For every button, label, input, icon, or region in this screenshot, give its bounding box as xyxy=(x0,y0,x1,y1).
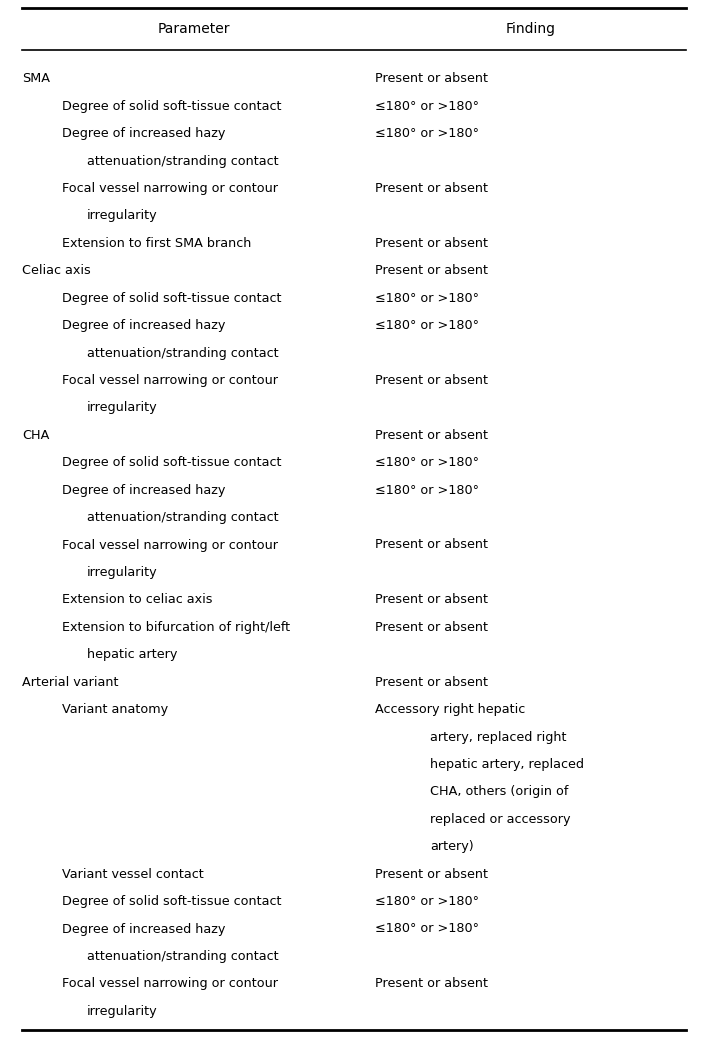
Text: Degree of solid soft-tissue contact: Degree of solid soft-tissue contact xyxy=(62,292,282,304)
Text: Degree of solid soft-tissue contact: Degree of solid soft-tissue contact xyxy=(62,457,282,469)
Text: Present or absent: Present or absent xyxy=(375,237,488,250)
Text: Focal vessel narrowing or contour: Focal vessel narrowing or contour xyxy=(62,978,278,990)
Text: Accessory right hepatic: Accessory right hepatic xyxy=(375,703,525,716)
Text: ≤180° or >180°: ≤180° or >180° xyxy=(375,292,479,304)
Text: Celiac axis: Celiac axis xyxy=(22,265,91,277)
Text: Present or absent: Present or absent xyxy=(375,868,488,880)
Text: Present or absent: Present or absent xyxy=(375,182,488,195)
Text: Degree of increased hazy: Degree of increased hazy xyxy=(62,127,225,140)
Text: replaced or accessory: replaced or accessory xyxy=(430,813,571,826)
Text: SMA: SMA xyxy=(22,73,50,85)
Text: Degree of increased hazy: Degree of increased hazy xyxy=(62,923,225,935)
Text: Variant vessel contact: Variant vessel contact xyxy=(62,868,204,880)
Text: Present or absent: Present or absent xyxy=(375,676,488,688)
Text: Degree of solid soft-tissue contact: Degree of solid soft-tissue contact xyxy=(62,100,282,113)
Text: Extension to first SMA branch: Extension to first SMA branch xyxy=(62,237,251,250)
Text: irregularity: irregularity xyxy=(87,1005,158,1018)
Text: Focal vessel narrowing or contour: Focal vessel narrowing or contour xyxy=(62,374,278,387)
Text: Arterial variant: Arterial variant xyxy=(22,676,118,688)
Text: ≤180° or >180°: ≤180° or >180° xyxy=(375,100,479,113)
Text: CHA, others (origin of: CHA, others (origin of xyxy=(430,786,569,798)
Text: Extension to celiac axis: Extension to celiac axis xyxy=(62,594,212,606)
Text: Present or absent: Present or absent xyxy=(375,429,488,442)
Text: ≤180° or >180°: ≤180° or >180° xyxy=(375,457,479,469)
Text: Finding: Finding xyxy=(506,22,556,36)
Text: Present or absent: Present or absent xyxy=(375,265,488,277)
Text: Focal vessel narrowing or contour: Focal vessel narrowing or contour xyxy=(62,182,278,195)
Text: Present or absent: Present or absent xyxy=(375,978,488,990)
Text: ≤180° or >180°: ≤180° or >180° xyxy=(375,484,479,496)
Text: Present or absent: Present or absent xyxy=(375,594,488,606)
Text: hepatic artery: hepatic artery xyxy=(87,648,178,661)
Text: irregularity: irregularity xyxy=(87,402,158,414)
Text: Parameter: Parameter xyxy=(157,22,230,36)
Text: attenuation/stranding contact: attenuation/stranding contact xyxy=(87,511,279,524)
Text: hepatic artery, replaced: hepatic artery, replaced xyxy=(430,758,584,771)
Text: Focal vessel narrowing or contour: Focal vessel narrowing or contour xyxy=(62,539,278,551)
Text: Variant anatomy: Variant anatomy xyxy=(62,703,168,716)
Text: ≤180° or >180°: ≤180° or >180° xyxy=(375,319,479,332)
Text: attenuation/stranding contact: attenuation/stranding contact xyxy=(87,950,279,963)
Text: attenuation/stranding contact: attenuation/stranding contact xyxy=(87,347,279,359)
Text: Present or absent: Present or absent xyxy=(375,621,488,634)
Text: ≤180° or >180°: ≤180° or >180° xyxy=(375,127,479,140)
Text: Degree of increased hazy: Degree of increased hazy xyxy=(62,319,225,332)
Text: artery, replaced right: artery, replaced right xyxy=(430,731,566,743)
Text: Extension to bifurcation of right/left: Extension to bifurcation of right/left xyxy=(62,621,290,634)
Text: Present or absent: Present or absent xyxy=(375,374,488,387)
Text: artery): artery) xyxy=(430,840,474,853)
Text: Degree of increased hazy: Degree of increased hazy xyxy=(62,484,225,496)
Text: ≤180° or >180°: ≤180° or >180° xyxy=(375,895,479,908)
Text: Degree of solid soft-tissue contact: Degree of solid soft-tissue contact xyxy=(62,895,282,908)
Text: irregularity: irregularity xyxy=(87,210,158,222)
Text: ≤180° or >180°: ≤180° or >180° xyxy=(375,923,479,935)
Text: Present or absent: Present or absent xyxy=(375,539,488,551)
Text: irregularity: irregularity xyxy=(87,566,158,579)
Text: attenuation/stranding contact: attenuation/stranding contact xyxy=(87,155,279,167)
Text: CHA: CHA xyxy=(22,429,50,442)
Text: Present or absent: Present or absent xyxy=(375,73,488,85)
